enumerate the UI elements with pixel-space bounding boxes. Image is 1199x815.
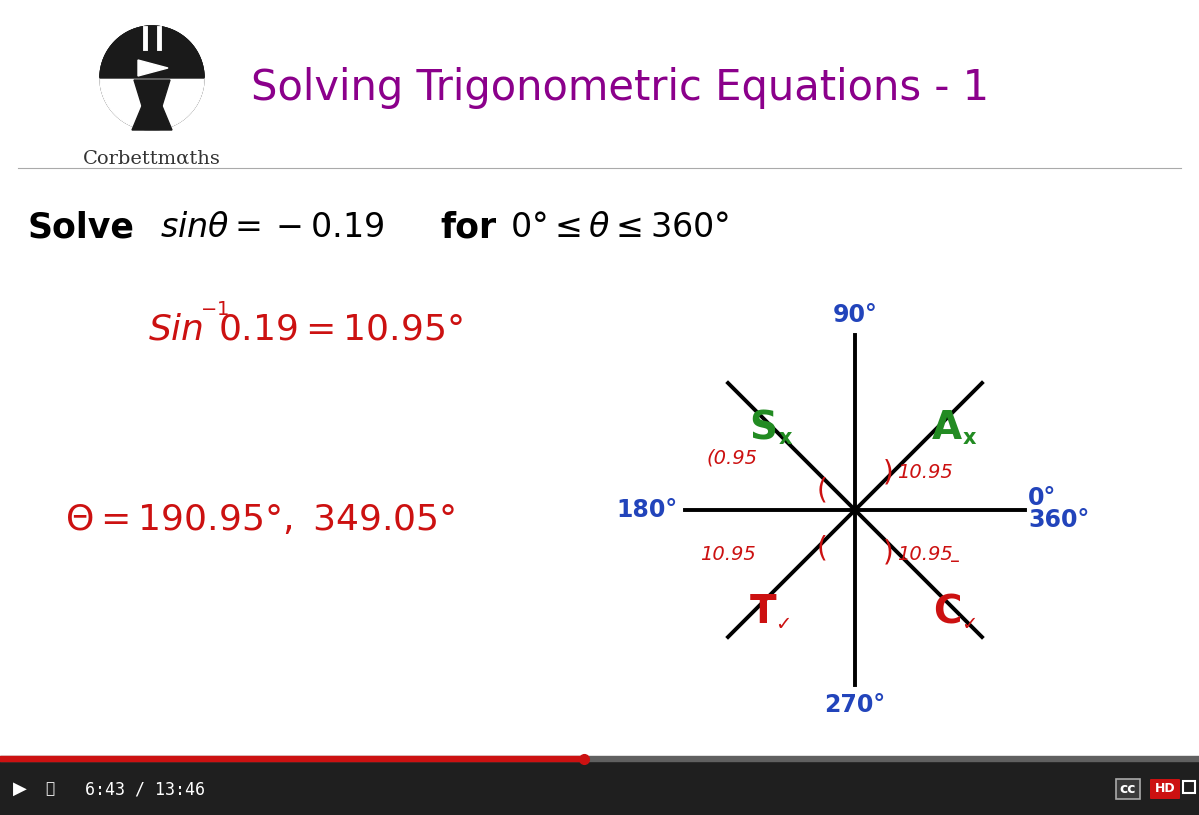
Circle shape	[100, 26, 204, 130]
Text: Solving Trigonometric Equations - 1: Solving Trigonometric Equations - 1	[251, 67, 989, 109]
Text: 90°: 90°	[832, 303, 878, 327]
FancyBboxPatch shape	[1150, 779, 1180, 799]
Text: $Sin$: $Sin$	[147, 313, 204, 347]
Text: T: T	[749, 593, 776, 631]
Text: 10.95: 10.95	[897, 462, 953, 482]
Text: 🔊: 🔊	[46, 782, 55, 796]
Text: 10.95: 10.95	[700, 545, 755, 565]
Text: $0° \leq \theta \leq 360°$: $0° \leq \theta \leq 360°$	[510, 212, 729, 244]
Text: $\Theta = 190.95°,\ 349.05°$: $\Theta = 190.95°,\ 349.05°$	[65, 503, 456, 537]
Text: A: A	[932, 409, 962, 447]
Text: for: for	[440, 211, 496, 245]
Text: ): )	[882, 538, 893, 566]
Text: x: x	[963, 428, 976, 448]
Bar	[1183, 781, 1195, 793]
Polygon shape	[100, 78, 204, 130]
Text: (: (	[817, 476, 827, 504]
Text: ✓: ✓	[775, 615, 791, 633]
Text: 180°: 180°	[616, 498, 677, 522]
Text: HD: HD	[1155, 782, 1175, 795]
Text: (: (	[817, 534, 827, 562]
Text: ): )	[882, 458, 893, 486]
Text: (0.95: (0.95	[707, 448, 758, 468]
Polygon shape	[134, 80, 170, 106]
Text: 0°: 0°	[1028, 486, 1056, 510]
Polygon shape	[132, 106, 171, 130]
Text: x: x	[778, 428, 791, 448]
Polygon shape	[100, 26, 204, 78]
Text: ✓: ✓	[960, 615, 977, 633]
Text: $^{-1}$: $^{-1}$	[200, 305, 229, 332]
Text: 10.95: 10.95	[897, 545, 953, 565]
Text: Corbettmαths: Corbettmαths	[83, 150, 221, 168]
Text: $sin\theta = -0.19$: $sin\theta = -0.19$	[159, 212, 384, 244]
Text: C: C	[933, 593, 962, 631]
Text: ▶: ▶	[13, 780, 26, 798]
Text: –: –	[950, 553, 960, 571]
Text: Solve: Solve	[28, 211, 134, 245]
Polygon shape	[138, 60, 168, 76]
Text: $0.19 = 10.95°$: $0.19 = 10.95°$	[218, 313, 463, 347]
Text: 270°: 270°	[825, 693, 886, 717]
Text: S: S	[749, 409, 777, 447]
Polygon shape	[100, 26, 204, 78]
Text: 360°: 360°	[1028, 508, 1090, 532]
Text: cc: cc	[1120, 782, 1137, 796]
Text: 6:43 / 13:46: 6:43 / 13:46	[85, 780, 205, 798]
